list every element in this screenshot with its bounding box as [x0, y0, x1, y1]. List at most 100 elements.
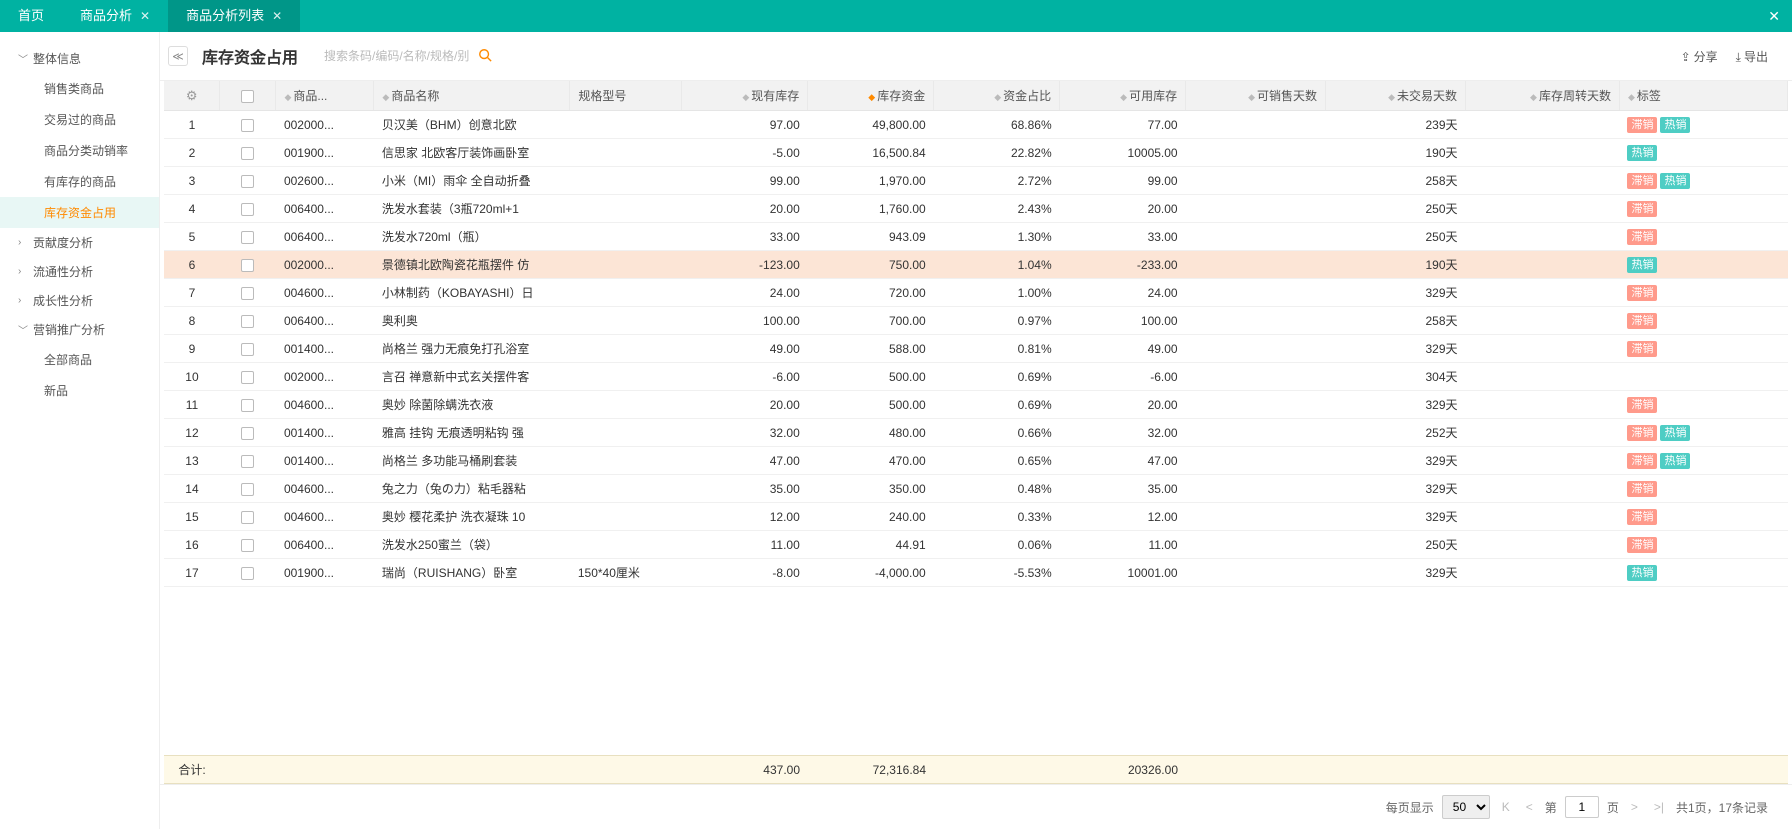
row-checkbox[interactable] [241, 483, 254, 496]
sidebar-group-流通性分析[interactable]: ›流通性分析 [0, 257, 159, 286]
pager-next-button[interactable]: > [1627, 800, 1642, 814]
col-avail[interactable]: ◆可用库存 [1060, 81, 1186, 111]
col-tags[interactable]: ◆标签 [1619, 81, 1787, 111]
export-button[interactable]: ⤓导出 [1736, 48, 1768, 65]
page-input[interactable] [1565, 796, 1599, 818]
sort-icon[interactable]: ◆ [1120, 92, 1127, 102]
sidebar-group-成长性分析[interactable]: ›成长性分析 [0, 286, 159, 315]
row-checkbox[interactable] [241, 455, 254, 468]
pager-last-button[interactable]: >| [1650, 800, 1668, 814]
sidebar-group-整体信息[interactable]: ﹀整体信息 [0, 44, 159, 73]
sidebar-item-全部商品[interactable]: 全部商品 [0, 344, 159, 375]
tab-商品分析[interactable]: 商品分析✕ [62, 0, 168, 32]
sidebar-item-新品[interactable]: 新品 [0, 375, 159, 406]
sort-icon[interactable]: ◆ [742, 92, 749, 102]
select-all-checkbox[interactable] [241, 90, 254, 103]
sort-icon[interactable]: ◆ [868, 92, 875, 102]
row-checkbox[interactable] [241, 147, 254, 160]
sidebar-group-营销推广分析[interactable]: ﹀营销推广分析 [0, 315, 159, 344]
col-notrade[interactable]: ◆未交易天数 [1326, 81, 1466, 111]
col-turnover[interactable]: ◆库存周转天数 [1466, 81, 1620, 111]
row-checkbox[interactable] [241, 203, 254, 216]
row-checkbox[interactable] [241, 343, 254, 356]
sidebar-item-库存资金占用[interactable]: 库存资金占用 [0, 197, 159, 228]
sort-icon[interactable]: ◆ [994, 92, 1001, 102]
table-row[interactable]: 8 006400... 奥利奥 100.00 700.00 0.97% 100.… [164, 307, 1788, 335]
table-row[interactable]: 4 006400... 洗发水套装（3瓶720ml+1 20.00 1,760.… [164, 195, 1788, 223]
sidebar-item-有库存的商品[interactable]: 有库存的商品 [0, 166, 159, 197]
cell-code: 006400... [276, 531, 374, 559]
row-checkbox[interactable] [241, 427, 254, 440]
col-stock[interactable]: ◆现有库存 [682, 81, 808, 111]
table-row[interactable]: 1 002000... 贝汉美（BHM）创意北欧 97.00 49,800.00… [164, 111, 1788, 139]
row-checkbox[interactable] [241, 231, 254, 244]
tab-close-icon[interactable]: ✕ [272, 0, 282, 32]
cell-code: 002600... [276, 167, 374, 195]
cell-fund: 480.00 [808, 419, 934, 447]
cell-notrade: 250天 [1326, 223, 1466, 251]
table-row[interactable]: 3 002600... 小米（MI）雨伞 全自动折叠 99.00 1,970.0… [164, 167, 1788, 195]
tab-close-icon[interactable]: ✕ [140, 0, 150, 32]
total-spec [570, 756, 682, 784]
table-row[interactable]: 12 001400... 雅高 挂钩 无痕透明粘钩 强 32.00 480.00… [164, 419, 1788, 447]
cell-saledays [1186, 531, 1326, 559]
table-row[interactable]: 14 004600... 兔之力（兔の力）粘毛器粘 35.00 350.00 0… [164, 475, 1788, 503]
tag-热销: 热销 [1660, 453, 1690, 469]
settings-icon[interactable]: ⚙ [186, 88, 198, 103]
close-all-icon[interactable]: ✕ [1768, 8, 1780, 25]
row-checkbox[interactable] [241, 287, 254, 300]
table-row[interactable]: 11 004600... 奥妙 除菌除螨洗衣液 20.00 500.00 0.6… [164, 391, 1788, 419]
sidebar-group-贡献度分析[interactable]: ›贡献度分析 [0, 228, 159, 257]
cell-stock: 33.00 [682, 223, 808, 251]
col-code[interactable]: ◆商品... [276, 81, 374, 111]
search-input[interactable] [322, 45, 472, 68]
cell-notrade: 329天 [1326, 559, 1466, 587]
table-row[interactable]: 17 001900... 瑞尚（RUISHANG）卧室 150*40厘米 -8.… [164, 559, 1788, 587]
sort-icon[interactable]: ◆ [382, 92, 389, 102]
share-button[interactable]: ⇪分享 [1681, 48, 1718, 65]
row-checkbox[interactable] [241, 539, 254, 552]
cell-ratio: 22.82% [934, 139, 1060, 167]
tab-商品分析列表[interactable]: 商品分析列表✕ [168, 0, 300, 32]
col-name[interactable]: ◆商品名称 [374, 81, 570, 111]
table-row[interactable]: 10 002000... 言召 禅意新中式玄关摆件客 -6.00 500.00 … [164, 363, 1788, 391]
pager-prev-button[interactable]: < [1522, 800, 1537, 814]
table-row[interactable]: 13 001400... 尚格兰 多功能马桶刷套装 47.00 470.00 0… [164, 447, 1788, 475]
table-row[interactable]: 15 004600... 奥妙 樱花柔护 洗衣凝珠 10 12.00 240.0… [164, 503, 1788, 531]
table-row[interactable]: 2 001900... 信思家 北欧客厅装饰画卧室 -5.00 16,500.8… [164, 139, 1788, 167]
col-ratio[interactable]: ◆资金占比 [934, 81, 1060, 111]
sidebar-item-销售类商品[interactable]: 销售类商品 [0, 73, 159, 104]
row-checkbox[interactable] [241, 175, 254, 188]
table-row[interactable]: 5 006400... 洗发水720ml（瓶） 33.00 943.09 1.3… [164, 223, 1788, 251]
per-page-select[interactable]: 50 [1442, 795, 1490, 819]
table-row[interactable]: 6 002000... 景德镇北欧陶瓷花瓶摆件 仿 -123.00 750.00… [164, 251, 1788, 279]
sort-icon[interactable]: ◆ [1530, 92, 1537, 102]
sort-icon[interactable]: ◆ [1388, 92, 1395, 102]
table-row[interactable]: 9 001400... 尚格兰 强力无痕免打孔浴室 49.00 588.00 0… [164, 335, 1788, 363]
col-fund[interactable]: ◆库存资金 [808, 81, 934, 111]
col-saledays[interactable]: ◆可销售天数 [1186, 81, 1326, 111]
table-row[interactable]: 7 004600... 小林制药（KOBAYASHI）日 24.00 720.0… [164, 279, 1788, 307]
cell-notrade: 258天 [1326, 307, 1466, 335]
sort-icon[interactable]: ◆ [1628, 92, 1635, 102]
row-checkbox[interactable] [241, 567, 254, 580]
cell-tags: 滞销 [1619, 503, 1787, 531]
sidebar-item-交易过的商品[interactable]: 交易过的商品 [0, 104, 159, 135]
row-checkbox[interactable] [241, 399, 254, 412]
cell-fund: 1,760.00 [808, 195, 934, 223]
row-checkbox[interactable] [241, 119, 254, 132]
row-checkbox[interactable] [241, 371, 254, 384]
sort-icon[interactable]: ◆ [284, 92, 291, 102]
row-checkbox[interactable] [241, 511, 254, 524]
row-checkbox[interactable] [241, 259, 254, 272]
sort-icon[interactable]: ◆ [1248, 92, 1255, 102]
cell-spec [570, 419, 682, 447]
row-checkbox[interactable] [241, 315, 254, 328]
pager-first-button[interactable]: K [1498, 800, 1514, 814]
table-row[interactable]: 16 006400... 洗发水250蜜兰（袋） 11.00 44.91 0.0… [164, 531, 1788, 559]
collapse-sidebar-button[interactable]: ≪ [168, 46, 188, 66]
tab-首页[interactable]: 首页 [0, 0, 62, 32]
search-icon[interactable] [478, 48, 492, 65]
sidebar-item-商品分类动销率[interactable]: 商品分类动销率 [0, 135, 159, 166]
tag-滞销: 滞销 [1627, 481, 1657, 497]
